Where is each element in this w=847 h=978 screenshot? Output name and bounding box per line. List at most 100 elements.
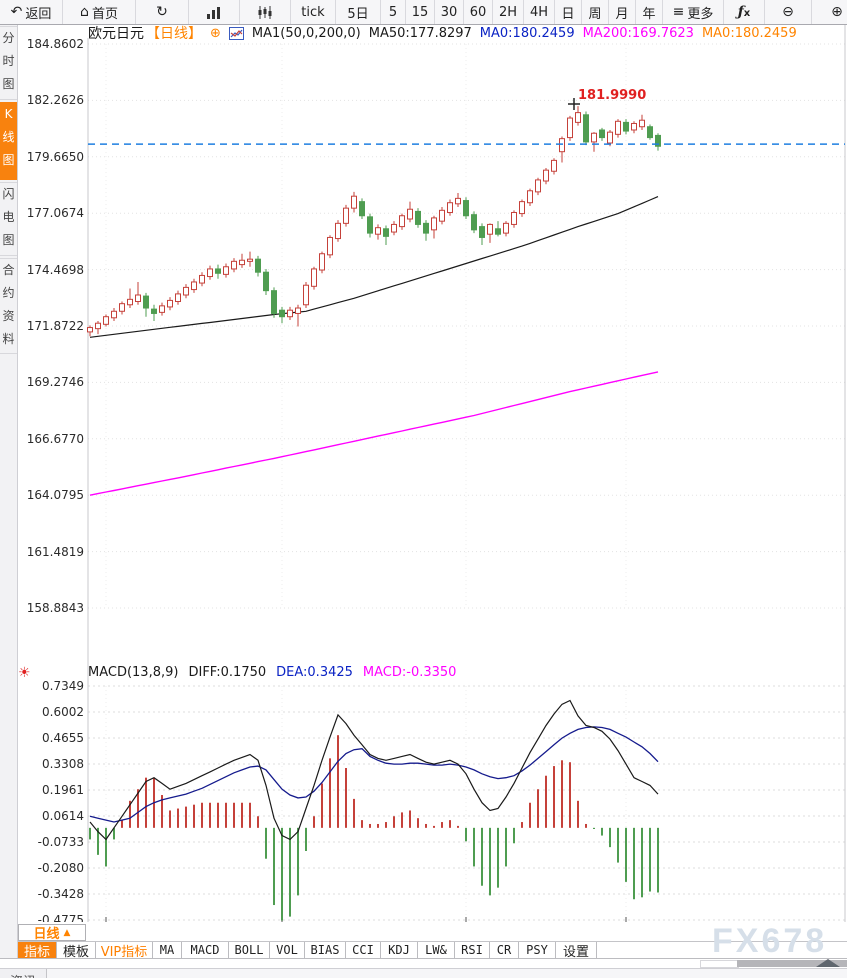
back-icon: ↶: [10, 4, 23, 20]
price-axis-label: 166.6770: [26, 431, 84, 446]
ma-settings: MA1(50,0,200,0): [251, 25, 361, 41]
left-sidebar: 分时图 K线图闪电图合约资料: [0, 24, 18, 958]
fx678-watermark: FX678: [712, 922, 828, 960]
ma0-orange-value: MA0:180.2459: [701, 25, 797, 41]
tab-KDJ[interactable]: KDJ: [381, 942, 418, 958]
macd-axis-label: -0.0733: [37, 835, 84, 849]
price-axis-label: 171.8722: [26, 319, 84, 333]
period-30min-button[interactable]: 30: [435, 0, 464, 24]
tab-MA[interactable]: MA: [153, 942, 182, 958]
period-5min-button[interactable]: 5: [381, 0, 406, 24]
tab-BOLL[interactable]: BOLL: [229, 942, 270, 958]
macd-axis-label: 0.4655: [42, 731, 84, 745]
period-week-button[interactable]: 周: [582, 0, 609, 24]
tab-RSI[interactable]: RSI: [455, 942, 490, 958]
macd-axis-label: 0.3308: [42, 757, 84, 771]
triangle-up-icon: ▲: [63, 927, 71, 938]
macd-header: MACD(13,8,9) DIFF:0.1750 DEA:0.3425 MACD…: [88, 665, 456, 680]
bar-chart-view-button[interactable]: [189, 0, 240, 24]
period-15min-button[interactable]: 15: [406, 0, 435, 24]
tab-VIP指标[interactable]: VIP指标: [96, 942, 153, 960]
period-day-button[interactable]: 日: [555, 0, 582, 24]
period-selector[interactable]: 日线 ▲: [18, 924, 86, 942]
candlestick-icon: [258, 5, 272, 19]
macd-axis-label: 0.1961: [42, 783, 84, 797]
more-icon: ≡: [672, 4, 685, 20]
toolbar-item-label: 5: [388, 4, 398, 20]
toolbar-item-label: tick: [301, 4, 325, 20]
zoom-out-button[interactable]: ⊖: [765, 0, 812, 24]
toolbar-item-label: 2H: [498, 4, 518, 20]
macd-dea-value: DEA:0.3425: [276, 665, 353, 680]
period-month-button[interactable]: 月: [609, 0, 636, 24]
mini-chart-icon: [228, 27, 244, 40]
home-button[interactable]: ⌂ 首页: [63, 0, 136, 24]
bottom-scrollbar: [0, 959, 847, 968]
sidebar-item-1[interactable]: K线图: [0, 102, 17, 180]
macd-axis-label: -0.3428: [37, 887, 84, 901]
price-axis-label: 161.4819: [26, 544, 84, 559]
price-axis-label: 164.0795: [26, 488, 84, 503]
macd-axis-label: 0.6002: [42, 705, 84, 719]
tab-模板[interactable]: 模板: [57, 942, 96, 960]
toolbar-item-label: 30: [440, 4, 458, 20]
indicator-tab-bar: 指标 模板 VIP指标 MA MACD BOLL VOL BIAS CCI KDJ LW& RSI CR…: [0, 942, 847, 960]
scrollbar-track[interactable]: [700, 960, 739, 968]
toolbar-item-label: 日: [561, 6, 575, 22]
add-indicator-icon[interactable]: ⊕: [210, 25, 221, 41]
tab-设置[interactable]: 设置: [556, 942, 597, 960]
bar-chart-icon: [207, 6, 220, 19]
top-toolbar: ↶ 返回 ⌂ 首页 ↻ tick 5日 5 15 30 60 2H 4H 日周月年 ≡ 更多 ƒx ⊖ ⊕: [0, 0, 847, 25]
period-year-button[interactable]: 年: [636, 0, 663, 24]
tab-MACD[interactable]: MACD: [182, 942, 229, 958]
back-button[interactable]: ↶ 返回: [0, 0, 63, 24]
price-axis-label: 184.8602: [26, 37, 84, 51]
price-axis-label: 169.2746: [26, 375, 84, 390]
macd-axis-label: 0.0614: [42, 809, 84, 823]
toolbar-item-label: 返回: [25, 6, 52, 22]
price-axis-label: 177.0674: [26, 206, 84, 221]
refresh-button[interactable]: ↻: [136, 0, 189, 24]
period-tag: 【日线】: [146, 26, 202, 42]
period-tick-button[interactable]: tick: [291, 0, 336, 24]
zoom-in-button[interactable]: ⊕: [812, 0, 847, 24]
chart-header: 欧元日元 【日线】 ⊕ MA1(50,0,200,0) MA50:177.829…: [88, 25, 797, 43]
tab-BIAS[interactable]: BIAS: [305, 942, 346, 958]
tab-PSY[interactable]: PSY: [519, 942, 556, 958]
period-2h-button[interactable]: 2H: [493, 0, 524, 24]
tab-CCI[interactable]: CCI: [346, 942, 381, 958]
indicator-settings-icon[interactable]: ☀: [18, 665, 31, 681]
sidebar-item-2[interactable]: 闪电图: [0, 182, 17, 256]
news-panel-row: 资讯: [0, 968, 847, 978]
tab-CR[interactable]: CR: [490, 942, 519, 958]
tab-VOL[interactable]: VOL: [270, 942, 305, 958]
panel-expand-handle[interactable]: [816, 959, 840, 967]
price-axis-label: 174.4698: [26, 262, 84, 277]
toolbar-item-label: 月: [615, 6, 629, 22]
macd-title: MACD(13,8,9): [88, 665, 179, 680]
price-axis-label: 182.2626: [26, 93, 84, 108]
fx-icon: ƒx: [737, 4, 751, 20]
toolbar-item-label: 15: [411, 4, 429, 20]
symbol-title: 欧元日元: [88, 26, 144, 42]
news-tab[interactable]: 资讯: [0, 969, 47, 978]
period-4h-button[interactable]: 4H: [524, 0, 555, 24]
tab-LW&[interactable]: LW&: [418, 942, 455, 958]
candlestick-view-button[interactable]: [240, 0, 291, 24]
period-60min-button[interactable]: 60: [464, 0, 493, 24]
tab-指标[interactable]: 指标: [18, 942, 57, 960]
macd-macd-value: MACD:-0.3350: [362, 665, 457, 680]
scrollbar-thumb[interactable]: [737, 960, 847, 967]
more-button[interactable]: ≡ 更多: [663, 0, 724, 24]
fx-indicator-button[interactable]: ƒx: [724, 0, 765, 24]
price-axis-label: 179.6650: [26, 149, 84, 164]
refresh-icon: ↻: [156, 4, 168, 20]
period-5day-button[interactable]: 5日: [336, 0, 381, 24]
toolbar-item-label: 4H: [529, 4, 549, 20]
zoom-in-icon: ⊕: [831, 4, 843, 20]
sidebar-item-3[interactable]: 合约资料: [0, 258, 17, 354]
zoom-out-icon: ⊖: [782, 4, 794, 20]
sidebar-item-0[interactable]: 分时图: [0, 26, 17, 100]
